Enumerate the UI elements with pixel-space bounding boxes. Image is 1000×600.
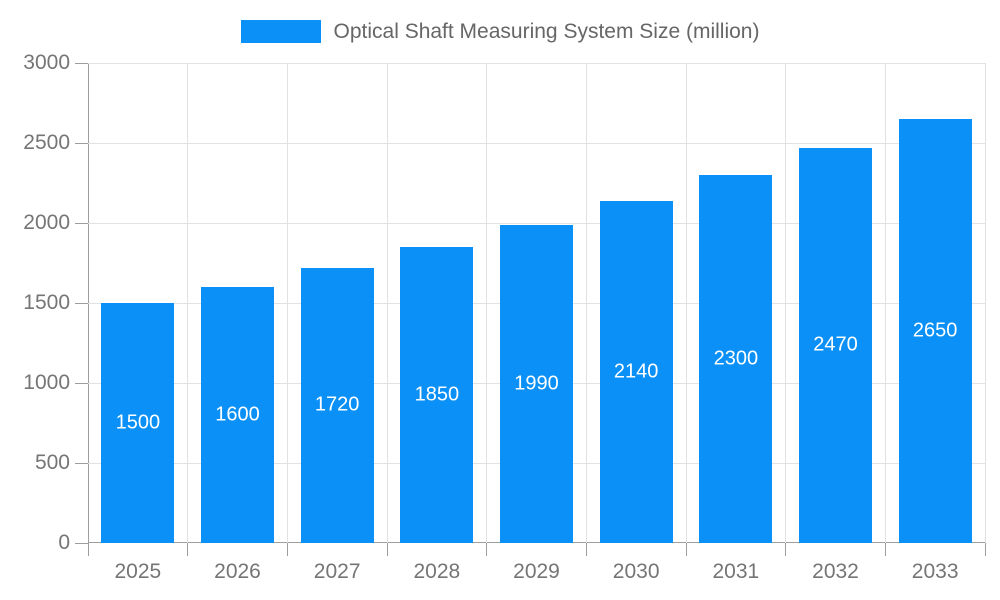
bar-value-label: 1850 [414, 383, 460, 406]
x-axis-label: 2026 [214, 560, 261, 583]
y-axis-tick [75, 382, 88, 384]
bar [400, 247, 474, 543]
x-axis-tick [187, 543, 189, 556]
legend: Optical Shaft Measuring System Size (mil… [0, 19, 1000, 44]
gridline-vertical [984, 63, 986, 543]
bar [599, 200, 673, 543]
x-axis-tick [685, 543, 687, 556]
y-axis-label: 1500 [23, 291, 70, 314]
x-axis-tick [585, 543, 587, 556]
y-axis-label: 500 [34, 451, 70, 474]
gridline-vertical [585, 63, 587, 543]
x-axis-tick [386, 543, 388, 556]
gridline-vertical [386, 63, 388, 543]
bar-value-label: 2470 [813, 333, 858, 356]
x-axis-label: 2028 [413, 560, 461, 583]
gridline-vertical [785, 63, 787, 543]
gridline-horizontal [88, 222, 985, 224]
bar [101, 303, 175, 543]
bar-value-label: 2140 [613, 360, 659, 383]
y-axis-label: 0 [58, 531, 70, 554]
gridline-vertical [486, 63, 488, 543]
y-axis-label: 2000 [23, 211, 70, 234]
bar-value-label: 1990 [514, 372, 559, 395]
bar [201, 287, 274, 543]
bar [799, 147, 872, 543]
y-axis-tick [75, 462, 88, 464]
x-axis-tick [984, 543, 986, 556]
y-axis-label: 2500 [23, 131, 70, 154]
y-axis-tick [75, 142, 88, 144]
y-axis-label: 3000 [23, 51, 70, 74]
x-axis-tick [884, 543, 886, 556]
y-axis-tick [75, 222, 88, 224]
bar-value-label: 2650 [912, 319, 958, 342]
x-axis-tick [87, 543, 89, 556]
gridline-vertical [187, 63, 189, 543]
gridline-vertical [685, 63, 687, 543]
bar-value-label: 1600 [215, 403, 260, 426]
legend-swatch [240, 20, 321, 44]
y-axis-label: 1000 [23, 371, 70, 394]
bar [898, 119, 972, 543]
bar-value-label: 2300 [713, 347, 759, 370]
y-axis-tick [75, 62, 88, 64]
bar [500, 224, 573, 543]
bar [300, 267, 374, 543]
x-axis-tick [286, 543, 288, 556]
x-axis-label: 2029 [513, 560, 560, 583]
gridline-horizontal [88, 62, 985, 64]
x-axis-label: 2030 [612, 560, 660, 583]
gridline-vertical [884, 63, 886, 543]
legend-label: Optical Shaft Measuring System Size (mil… [333, 20, 760, 43]
bar-value-label: 1720 [314, 393, 360, 416]
plot-area: 0 500 1000 1500 2000 2500 3000 1500 2025 1600 2026… [23, 51, 986, 583]
y-axis-tick [75, 542, 88, 544]
gridline-vertical [286, 63, 288, 543]
y-axis-tick [75, 302, 88, 304]
x-axis-label: 2025 [114, 560, 162, 583]
x-axis-tick [486, 543, 488, 556]
bar-value-label: 1500 [115, 411, 161, 434]
x-axis-label: 2027 [313, 560, 361, 583]
x-axis-label: 2032 [812, 560, 859, 583]
x-axis-label: 2031 [712, 560, 760, 583]
gridline-horizontal [88, 142, 985, 144]
x-axis-tick [785, 543, 787, 556]
bar [699, 175, 773, 543]
x-axis-label: 2033 [911, 560, 959, 583]
